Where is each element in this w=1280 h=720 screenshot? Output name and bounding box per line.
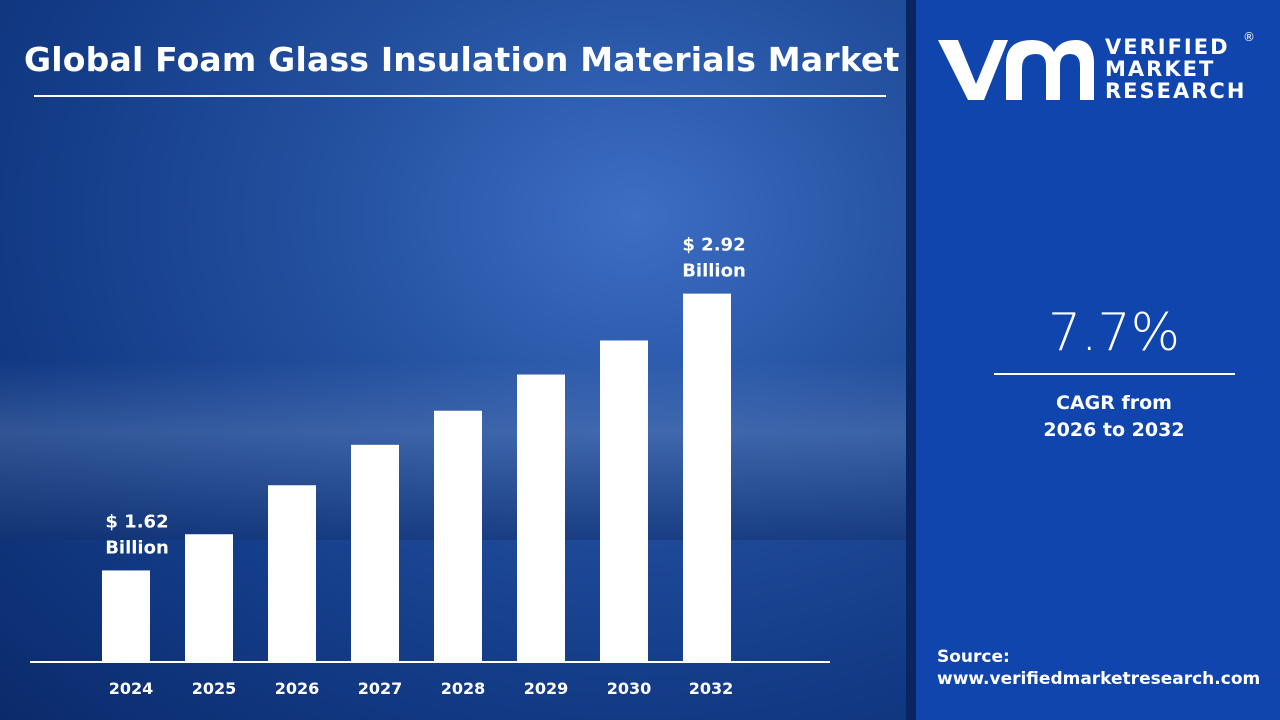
cagr-label-line2: 2026 to 2032 bbox=[1043, 419, 1185, 441]
brand-line3: RESEARCH bbox=[1105, 79, 1247, 103]
bar-chart: 2024 $ 1.62 Billion 2025 2026 2027 2028 2029 203… bbox=[30, 235, 830, 698]
x-tick-label: 2025 bbox=[192, 679, 237, 698]
brand-name: VERIFIED MARKET RESEARCH bbox=[1105, 36, 1246, 102]
x-tick-label: 2024 bbox=[109, 679, 154, 698]
vmr-logo-icon bbox=[938, 40, 1094, 100]
bar-2024 bbox=[102, 570, 150, 662]
brand-line2: MARKET bbox=[1105, 57, 1216, 81]
bar-2026 bbox=[268, 485, 316, 662]
bar-2029 bbox=[517, 374, 565, 662]
title-underline bbox=[34, 95, 886, 97]
x-tick-label: 2029 bbox=[524, 679, 569, 698]
cagr-divider bbox=[994, 373, 1235, 375]
bar-2025 bbox=[185, 534, 233, 662]
data-label: $ 2.92 bbox=[682, 235, 745, 256]
cagr-value: 7.7% bbox=[1047, 303, 1181, 363]
chart-title: Global Foam Glass Insulation Materials M… bbox=[24, 40, 900, 79]
source-url: www.verifiedmarketresearch.com bbox=[937, 669, 1261, 689]
x-tick-label: 2032 bbox=[689, 679, 734, 698]
data-label: Billion bbox=[682, 261, 746, 282]
data-label: $ 1.62 bbox=[105, 511, 168, 532]
registered-mark: ® bbox=[1243, 30, 1255, 44]
bar-2032 bbox=[683, 293, 731, 662]
brand-line1: VERIFIED bbox=[1105, 35, 1230, 59]
x-tick-label: 2027 bbox=[358, 679, 403, 698]
side-panel bbox=[916, 0, 1280, 720]
data-label: Billion bbox=[105, 537, 169, 558]
x-tick-label: 2028 bbox=[441, 679, 486, 698]
bar-2028 bbox=[434, 410, 482, 662]
bar-2027 bbox=[351, 444, 399, 662]
divider bbox=[906, 0, 916, 720]
x-tick-label: 2030 bbox=[607, 679, 652, 698]
cagr-label-line1: CAGR from bbox=[1056, 392, 1172, 414]
bar-2030 bbox=[600, 340, 648, 662]
cagr-label: CAGR from 2026 to 2032 bbox=[994, 390, 1234, 444]
source: Source: www.verifiedmarketresearch.com bbox=[937, 646, 1260, 690]
source-label: Source: bbox=[937, 647, 1010, 667]
x-tick-label: 2026 bbox=[275, 679, 320, 698]
